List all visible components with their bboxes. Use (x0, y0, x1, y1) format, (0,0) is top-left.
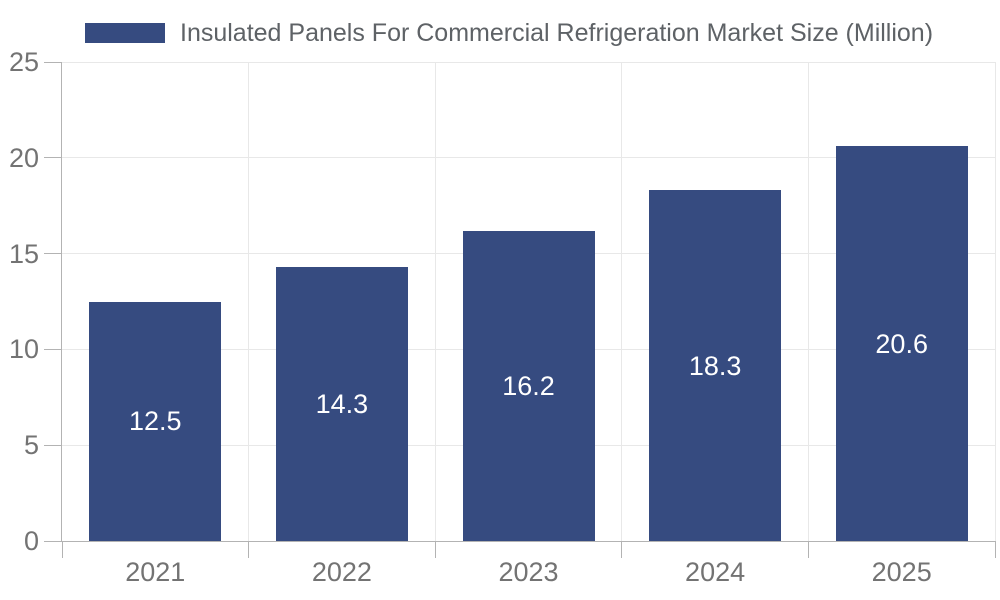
gridline-y-20 (62, 157, 995, 159)
y-axis-tick-0 (44, 540, 62, 542)
bar-2023: 16.2 (462, 230, 595, 541)
gridline-x-1 (248, 62, 250, 541)
y-axis-tick-20 (44, 157, 62, 159)
bar-value-label-2022: 14.3 (315, 388, 369, 419)
y-axis-label-20: 20 (8, 142, 39, 173)
bar-value-label-2021: 12.5 (129, 406, 182, 437)
gridline-x-2 (434, 62, 436, 541)
plot-area: 0 5 10 15 20 25 12.5 2021 14.3 2022 16.2 2023 18.3 20… (9, 47, 996, 587)
y-axis-tick-5 (44, 444, 62, 446)
y-axis-label-15: 15 (8, 238, 39, 269)
y-axis-line (61, 62, 62, 541)
x-axis-tick-2 (434, 541, 436, 558)
x-axis-tick-1 (248, 541, 250, 558)
x-axis-tick-4 (807, 541, 809, 558)
chart-legend[interactable]: Insulated Panels For Commercial Refriger… (85, 16, 933, 50)
gridline-x-5 (994, 62, 996, 541)
x-axis-tick-5 (994, 541, 996, 558)
x-axis-label-2023: 2023 (498, 557, 559, 587)
y-axis-tick-10 (44, 348, 62, 350)
x-axis-label-2021: 2021 (125, 557, 186, 587)
x-axis-line (61, 541, 995, 542)
gridline-x-4 (807, 62, 809, 541)
x-axis-tick-3 (621, 541, 623, 558)
y-axis-tick-25 (44, 61, 62, 63)
gridline-y-25 (62, 61, 995, 63)
y-axis-label-0: 0 (23, 526, 39, 556)
bar-2021: 12.5 (89, 301, 222, 541)
bar-2024: 18.3 (649, 190, 782, 541)
legend-label: Insulated Panels For Commercial Refriger… (180, 19, 934, 47)
bar-value-label-2024: 18.3 (688, 350, 742, 381)
x-axis-label-2022: 2022 (311, 557, 372, 587)
legend-swatch (85, 23, 165, 43)
bar-value-label-2023: 16.2 (502, 370, 555, 401)
bar-value-label-2025: 20.6 (875, 328, 928, 359)
y-axis-label-25: 25 (8, 47, 39, 77)
y-axis-label-10: 10 (8, 334, 39, 365)
y-axis-tick-15 (44, 253, 62, 255)
bar-2022: 14.3 (275, 267, 408, 541)
x-axis-label-2024: 2024 (685, 557, 746, 587)
y-axis-label-5: 5 (23, 430, 39, 461)
gridline-x-3 (621, 62, 623, 541)
bar-2025: 20.6 (835, 146, 968, 541)
x-axis-label-2025: 2025 (871, 557, 932, 587)
x-axis-tick-0 (61, 541, 63, 558)
